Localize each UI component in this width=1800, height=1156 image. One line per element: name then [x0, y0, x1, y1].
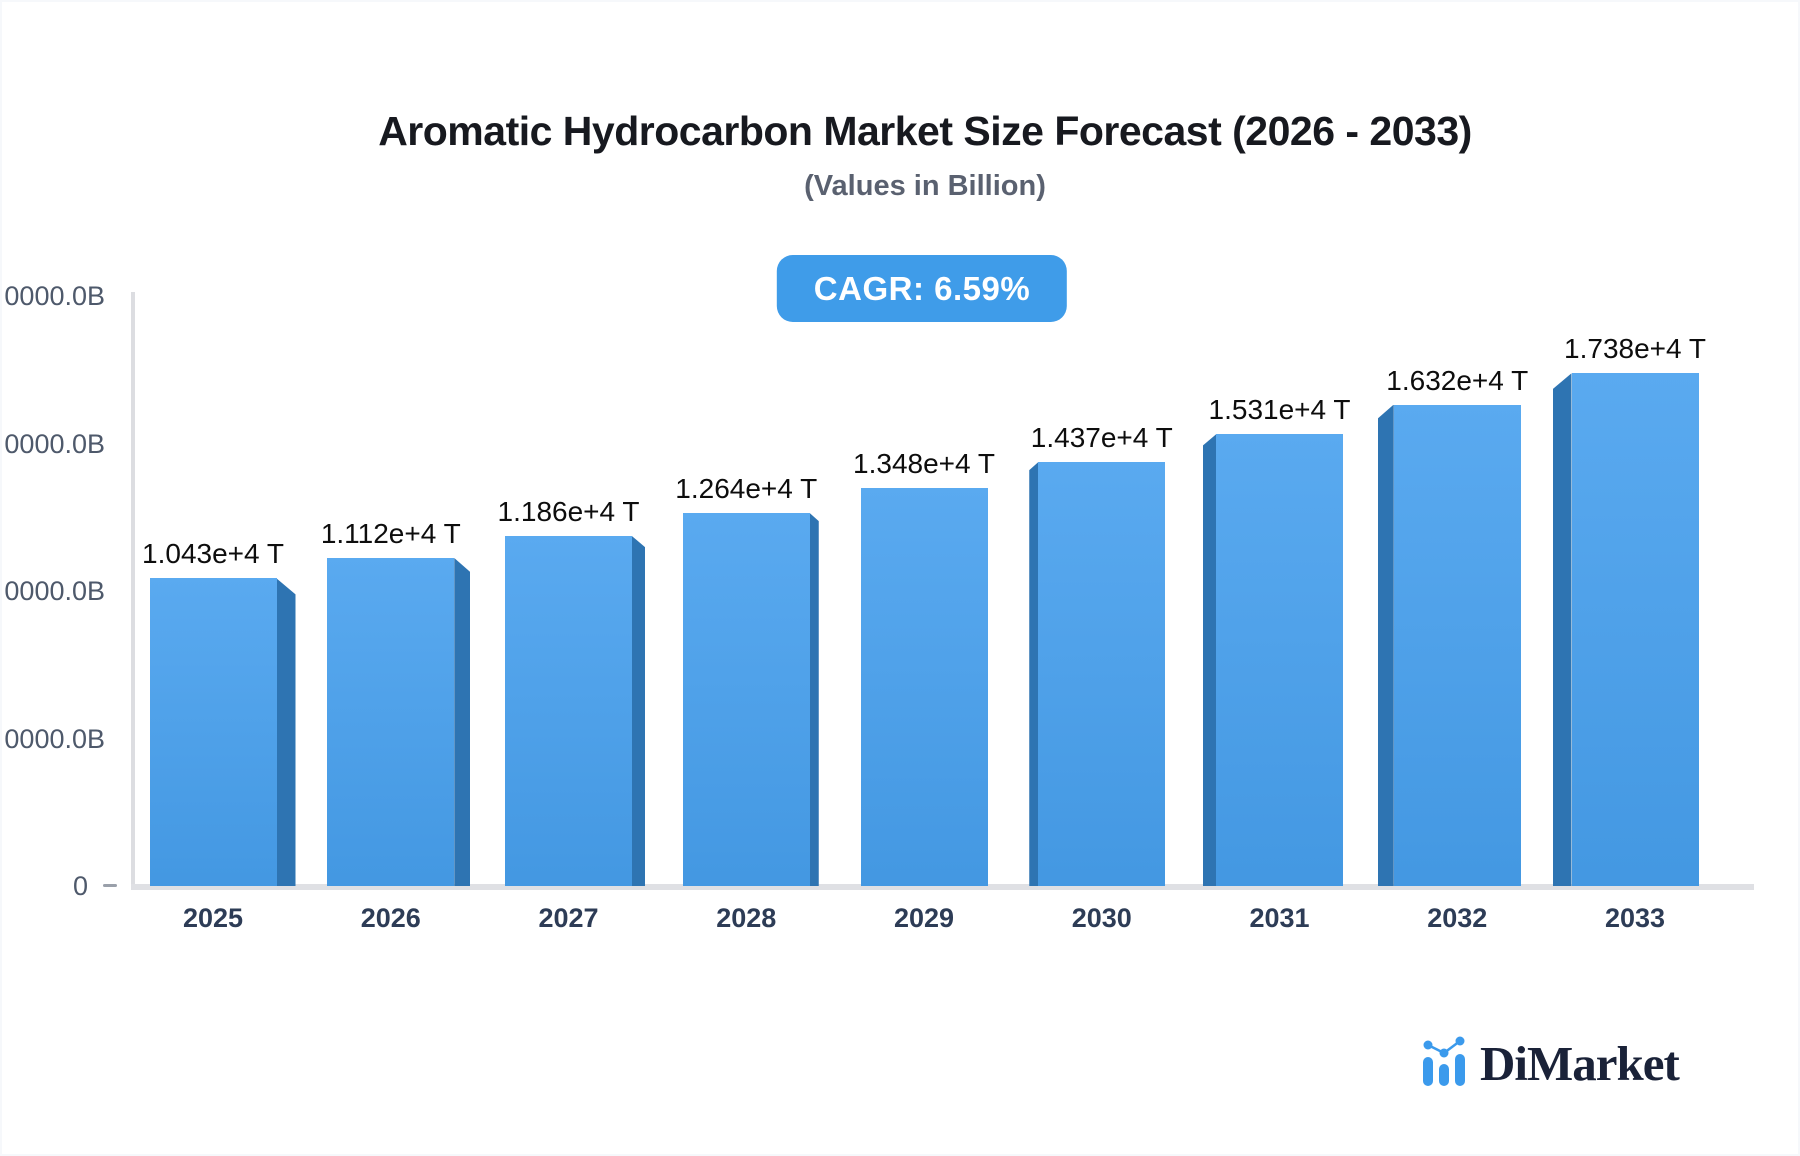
- x-axis-label-2033: 2033: [1604, 903, 1666, 933]
- cagr-badge: CAGR: 6.59%: [776, 255, 1068, 322]
- bar-value-label-2031: 1.531e+4 T: [1208, 394, 1351, 426]
- y-axis-label-zero: 0: [72, 871, 88, 901]
- bar-value-label-2025: 1.043e+4 T: [142, 538, 284, 570]
- x-axis-label-2030: 2030: [1071, 903, 1132, 933]
- y-axis-label-3: 0000.0B: [4, 723, 105, 754]
- bar-2029[interactable]: [860, 488, 988, 886]
- bar-chart-logo-icon: [1423, 1036, 1465, 1086]
- bar-side-2026: [454, 557, 471, 886]
- bar-value-label-2029: 1.348e+4 T: [853, 448, 995, 480]
- x-axis-label-2025: 2025: [182, 903, 244, 933]
- cagr-label: CAGR: 6.59%: [813, 270, 1031, 307]
- brand-logo[interactable]: DiMarket: [1420, 1032, 1680, 1091]
- y-axis-label-0: 0000.0B: [4, 281, 105, 311]
- x-axis-label-2032: 2032: [1427, 903, 1488, 933]
- y-axis-label-2: 0000.0B: [4, 576, 105, 606]
- chart-subtitle: (Values in Billion): [804, 170, 1046, 202]
- x-axis-line: [131, 884, 1754, 890]
- bar-side-2031: [1203, 434, 1216, 886]
- brand-name: DiMarket: [1480, 1035, 1680, 1091]
- bar-side-2030: [1029, 462, 1039, 886]
- y-axis-line: [131, 292, 135, 890]
- bar-side-2028: [809, 513, 819, 886]
- bar-2033[interactable]: [1571, 373, 1699, 886]
- bar-side-2032: [1377, 404, 1394, 886]
- bar-side-2025: [276, 578, 296, 886]
- chart-title: Aromatic Hydrocarbon Market Size Forecas…: [378, 108, 1472, 154]
- bar-2032[interactable]: [1393, 404, 1521, 886]
- zero-tick-mark: [103, 884, 117, 887]
- bar-2026[interactable]: [327, 557, 455, 886]
- x-axis-label-2029: 2029: [893, 903, 955, 933]
- bar-value-label-2032: 1.632e+4 T: [1386, 364, 1529, 396]
- x-axis-label-2028: 2028: [716, 903, 777, 933]
- x-axis-label-2027: 2027: [538, 903, 599, 933]
- bar-2027[interactable]: [505, 536, 632, 886]
- y-axis-label-1: 0000.0B: [4, 428, 105, 459]
- bar-value-label-2030: 1.437e+4 T: [1030, 422, 1173, 454]
- bar-value-label-2026: 1.112e+4 T: [320, 517, 461, 549]
- bar-value-label-2033: 1.738e+4 T: [1564, 333, 1706, 365]
- bar-value-label-2028: 1.264e+4 T: [675, 473, 818, 505]
- x-axis-label-2026: 2026: [360, 903, 421, 933]
- bar-2025[interactable]: [149, 578, 277, 886]
- bar-2030[interactable]: [1038, 462, 1166, 886]
- bar-side-2033: [1552, 373, 1572, 886]
- bar-2028[interactable]: [682, 513, 810, 886]
- bar-2031[interactable]: [1216, 434, 1343, 886]
- x-axis-label-2031: 2031: [1249, 903, 1310, 933]
- bar-side-2027: [632, 536, 645, 886]
- bar-value-label-2027: 1.186e+4 T: [497, 496, 640, 528]
